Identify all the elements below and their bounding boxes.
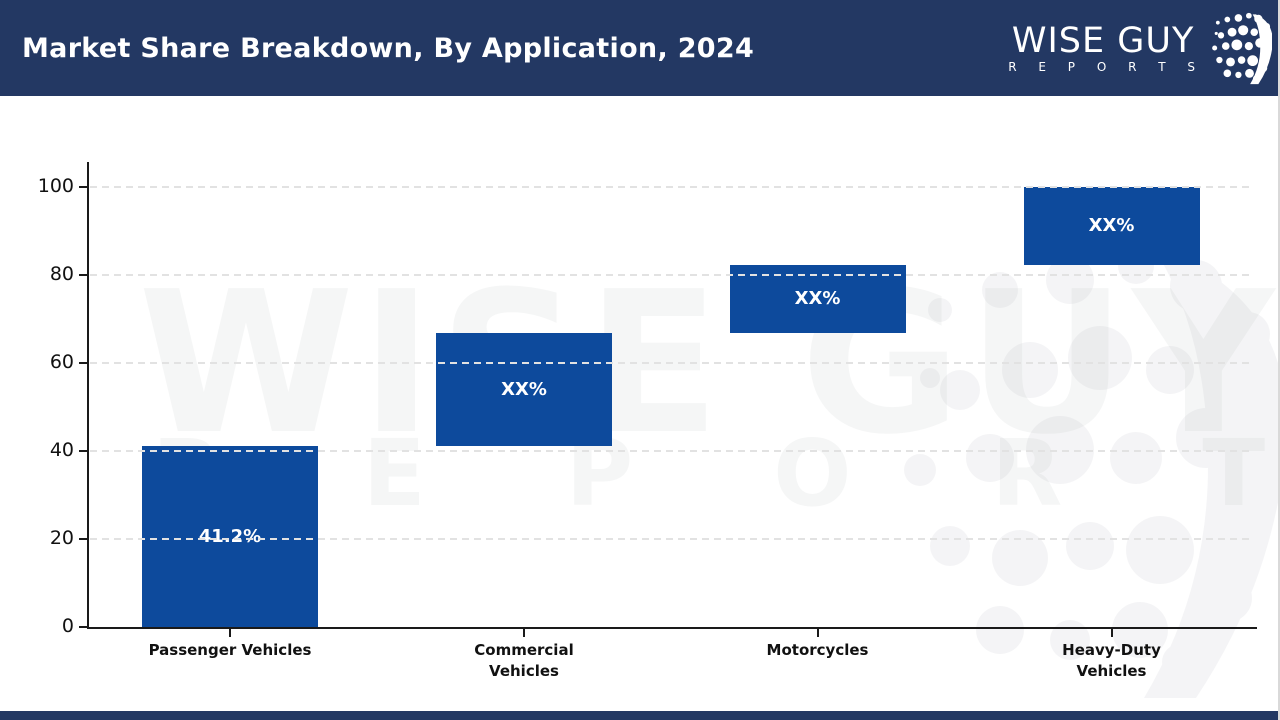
- x-tick-label: Passenger Vehicles: [148, 641, 312, 659]
- y-grid-line: [90, 450, 1254, 452]
- logo-reports-text: R E P O R T S: [1008, 59, 1204, 74]
- bar-segment: 41.2%: [142, 445, 318, 627]
- y-axis-line: [87, 162, 89, 629]
- chart-title: Market Share Breakdown, By Application, …: [22, 32, 755, 64]
- bar-segment: XX%: [1023, 187, 1200, 265]
- y-tick-label: 100: [37, 175, 74, 197]
- y-tick-label: 20: [49, 527, 74, 549]
- y-tick-mark: [79, 626, 87, 628]
- y-tick-label: 60: [49, 351, 74, 373]
- y-tick-mark: [79, 186, 87, 188]
- x-tick-mark: [816, 629, 819, 637]
- y-grid-line: [90, 362, 1254, 364]
- logo-text: WISE GUY R E P O R T S: [1002, 23, 1204, 74]
- bar-value-label: XX%: [501, 378, 547, 400]
- y-grid-line: [90, 186, 1254, 188]
- y-tick-label: 40: [49, 439, 74, 461]
- y-grid-line: [90, 538, 1254, 540]
- bar-value-label: XX%: [1088, 215, 1135, 237]
- wise-guy-reports-logo: WISE GUY R E P O R T S: [1002, 0, 1272, 96]
- header-bar: Market Share Breakdown, By Application, …: [0, 0, 1278, 96]
- y-tick-label: 0: [61, 615, 74, 637]
- footer-bar: [0, 711, 1278, 720]
- x-tick-label: Motorcycles: [766, 641, 869, 659]
- logo-face-icon: [1212, 12, 1272, 85]
- watermark-wordmark: WISE GUY: [138, 250, 1280, 478]
- x-tick-mark: [1110, 629, 1113, 637]
- x-tick-label: Commercial Vehicles: [474, 641, 574, 680]
- y-tick-label: 80: [49, 263, 74, 285]
- y-tick-mark: [79, 538, 87, 540]
- y-tick-mark: [79, 362, 87, 364]
- bar-segment: XX%: [436, 333, 612, 446]
- x-tick-mark: [229, 629, 231, 637]
- y-tick-mark: [79, 274, 87, 276]
- x-tick-mark: [523, 629, 525, 637]
- logo-wordmark: WISE GUY: [1011, 20, 1195, 61]
- x-tick-label: Heavy-Duty Vehicles: [1062, 641, 1161, 680]
- bar-segment: XX%: [729, 264, 906, 334]
- x-axis-line: [87, 627, 1257, 629]
- bar-value-label: 41.2%: [198, 525, 262, 547]
- bar-value-label: XX%: [794, 288, 841, 310]
- y-tick-mark: [79, 450, 87, 452]
- y-grid-line: [90, 274, 1254, 276]
- watermark-reports-text: R E P O R T S: [152, 420, 1278, 527]
